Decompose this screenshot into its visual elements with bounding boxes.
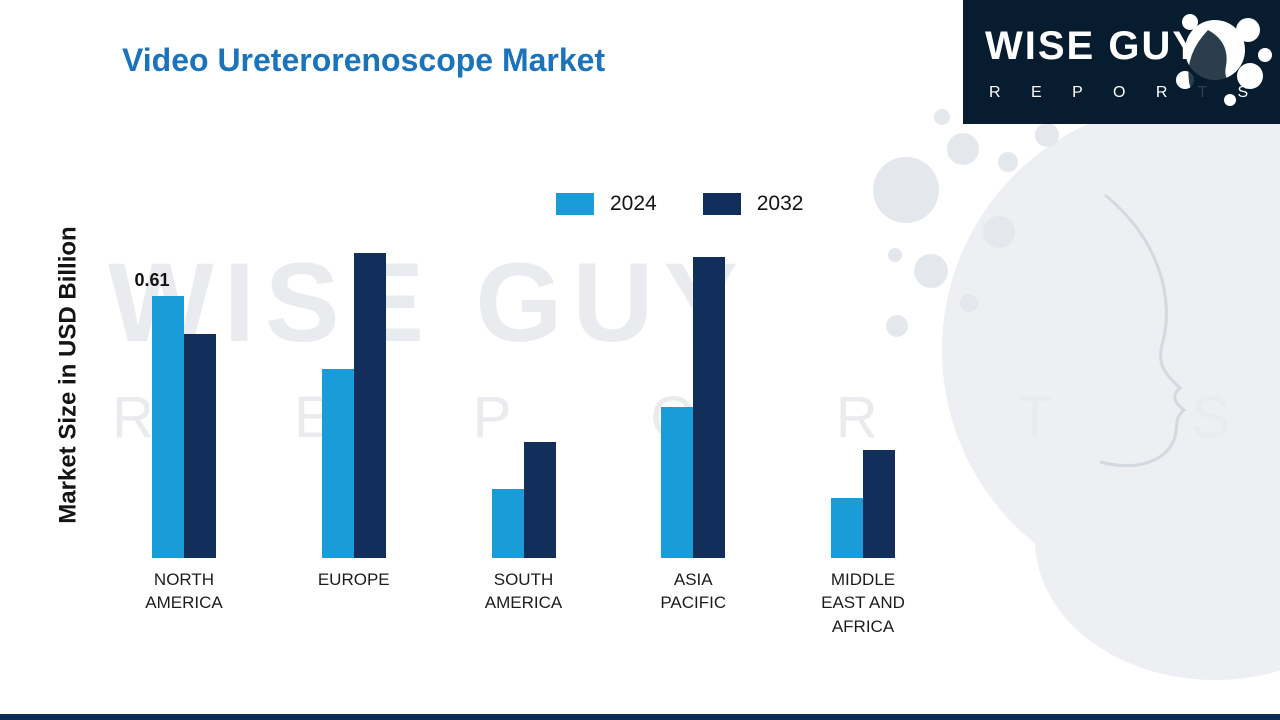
legend-swatch-2024 (556, 193, 594, 215)
bar-2032-europe (353, 253, 386, 558)
page-title: Video Ureterorenoscope Market (122, 42, 606, 78)
legend-swatch-2032 (702, 193, 741, 215)
category-label-europe: EUROPE (317, 570, 390, 589)
legend-label-2024: 2024 (610, 192, 657, 215)
bar-2032-asia-pacific (693, 257, 726, 558)
category-label-middle-east-and-africa: MIDDLE EAST AND AFRICA (821, 570, 905, 636)
category-label-south-america: SOUTH AMERICA (484, 570, 563, 613)
bar-2032-south-america (523, 442, 556, 558)
bar-2024-europe (321, 369, 354, 558)
category-label-north-america: NORTH AMERICA (145, 570, 223, 613)
bar-2032-north-america (184, 334, 216, 558)
category-label-asia-pacific: ASIA PACIFIC (660, 570, 727, 613)
bar-value-label: 0.61 (134, 270, 170, 290)
bar-2024-asia-pacific (661, 407, 694, 558)
bar-2024-south-america (491, 489, 524, 558)
logo-face-icon (1176, 14, 1272, 106)
logo: WISE GUY R E P O R T S (963, 0, 1280, 124)
chart-legend: 2024 2032 (556, 192, 803, 216)
footer-bar (0, 714, 1280, 720)
legend-label-2032: 2032 (756, 192, 804, 215)
bar-2024-middle-east-and-africa (831, 498, 863, 558)
bar-2024-north-america (152, 296, 184, 558)
legend-item-2032: 2032 (702, 192, 804, 216)
legend-item-2024: 2024 (556, 192, 657, 216)
bar-2032-middle-east-and-africa (863, 450, 895, 558)
logo-wordmark: WISE GUY (985, 24, 1202, 68)
